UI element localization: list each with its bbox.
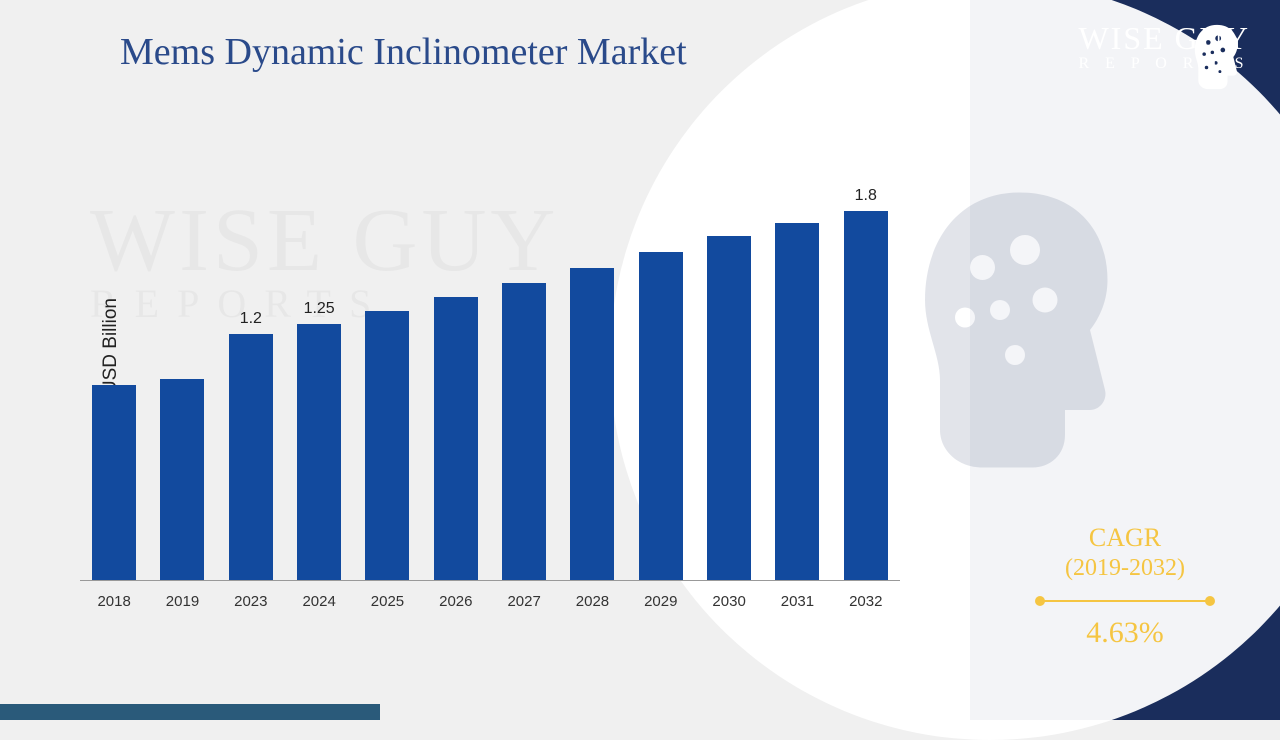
- bar: [844, 211, 888, 580]
- x-axis-tick-label: 2030: [695, 593, 763, 610]
- x-axis-tick-label: 2029: [627, 593, 695, 610]
- bar-slot: [422, 297, 490, 580]
- x-axis-tick-label: 2032: [832, 593, 900, 610]
- bar: [434, 297, 478, 580]
- x-axis-tick-label: 2031: [763, 593, 831, 610]
- bars-container: 1.21.251.8: [80, 170, 900, 580]
- cagr-label: CAGR: [1010, 523, 1240, 553]
- logo-line1: WISE GUY: [1078, 20, 1250, 57]
- x-axis-tick-label: 2019: [148, 593, 216, 610]
- cagr-period: (2019-2032): [1010, 555, 1240, 582]
- bar-slot: 1.8: [832, 211, 900, 580]
- bar: [297, 324, 341, 580]
- chart-title: Mems Dynamic Inclinometer Market: [120, 30, 687, 74]
- bar-slot: [490, 283, 558, 580]
- bar-slot: 1.2: [217, 334, 285, 580]
- x-axis-tick-label: 2028: [558, 593, 626, 610]
- bar-slot: [80, 385, 148, 580]
- bar-slot: [695, 236, 763, 580]
- cagr-value: 4.63%: [1010, 616, 1240, 650]
- bar: [570, 268, 614, 580]
- bar: [639, 252, 683, 580]
- bar: [229, 334, 273, 580]
- x-axis-labels: 2018201920232024202520262027202820292030…: [80, 593, 900, 610]
- bar: [365, 311, 409, 580]
- cagr-block: CAGR (2019-2032) 4.63%: [1010, 523, 1240, 650]
- bar-slot: [558, 268, 626, 580]
- bar: [775, 223, 819, 580]
- bar-slot: 1.25: [285, 324, 353, 580]
- bar-chart: Market Value in USD Billion 1.21.251.8 2…: [70, 150, 900, 610]
- bar: [502, 283, 546, 580]
- x-axis-line: [80, 580, 900, 581]
- bar-slot: [353, 311, 421, 580]
- bar-slot: [763, 223, 831, 580]
- x-axis-tick-label: 2026: [422, 593, 490, 610]
- bar-slot: [627, 252, 695, 580]
- footer-accent-bar: [0, 704, 380, 720]
- bar: [160, 379, 204, 580]
- x-axis-tick-label: 2018: [80, 593, 148, 610]
- watermark-head-icon: [890, 180, 1150, 480]
- bar-value-label: 1.8: [855, 187, 877, 205]
- x-axis-tick-label: 2024: [285, 593, 353, 610]
- bar-value-label: 1.25: [304, 300, 335, 318]
- bar: [707, 236, 751, 580]
- logo-line2: R E P O R T S: [1078, 55, 1250, 73]
- bar: [92, 385, 136, 580]
- x-axis-tick-label: 2025: [353, 593, 421, 610]
- x-axis-tick-label: 2027: [490, 593, 558, 610]
- cagr-divider: [1040, 600, 1210, 602]
- brand-logo: WISE GUY R E P O R T S: [1078, 20, 1250, 73]
- bar-value-label: 1.2: [240, 310, 262, 328]
- x-axis-tick-label: 2023: [217, 593, 285, 610]
- bar-slot: [148, 379, 216, 580]
